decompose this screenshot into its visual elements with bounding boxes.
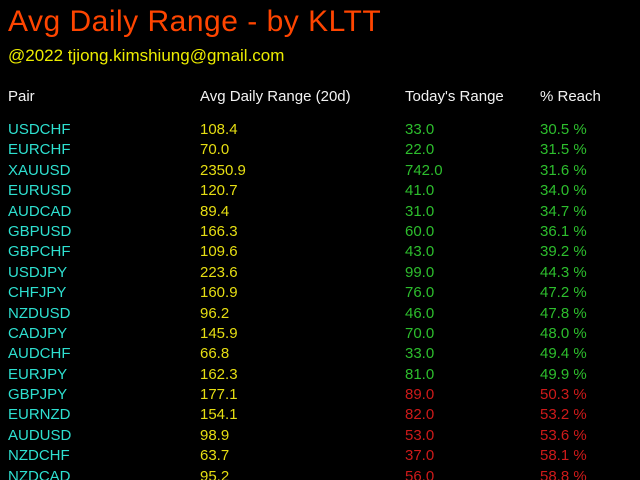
pair-cell: AUDUSD (8, 426, 72, 444)
reach-cell: 53.2 % (540, 406, 587, 424)
today-cell: 33.0 (405, 121, 435, 138)
adr-cell: 166.3 (200, 222, 238, 240)
adr-cell: 2350.9 (200, 161, 246, 179)
column-header-avg-daily-range: Avg Daily Range (20d) (200, 88, 351, 105)
adr-cell: 162.3 (200, 365, 238, 383)
today-cell: 99.0 (405, 263, 435, 281)
adr-cell: 96.2 (200, 304, 230, 322)
reach-cell: 50.3 % (540, 386, 587, 404)
reach-cell: 49.4 % (540, 345, 587, 363)
table-header-row: Pair Avg Daily Range (20d) Today's Range… (0, 88, 640, 105)
pair-cell: EURUSD (8, 182, 72, 200)
reach-cell: 58.8 % (540, 467, 587, 480)
adr-cell: 120.7 (200, 182, 238, 200)
reach-cell: 34.0 % (540, 182, 587, 200)
table-row: NZDCHF 63.7 37.0 58.1 % (0, 446, 640, 466)
table-row: GBPCHF 109.6 43.0 39.2 % (0, 242, 640, 262)
reach-cell: 49.9 % (540, 365, 587, 383)
pair-cell: AUDCAD (8, 202, 72, 220)
reach-cell: 31.5 % (540, 141, 587, 159)
table-row: USDCHF 108.4 33.0 30.5 % (0, 120, 640, 140)
table-row: USDJPY 223.6 99.0 44.3 % (0, 263, 640, 283)
today-cell: 43.0 (405, 243, 435, 261)
today-cell: 81.0 (405, 365, 435, 383)
adr-cell: 98.9 (200, 426, 230, 444)
pair-cell: EURJPY (8, 365, 68, 383)
adr-cell: 109.6 (200, 243, 238, 261)
adr-cell: 70.0 (200, 141, 230, 159)
adr-cell: 145.9 (200, 324, 238, 342)
today-cell: 31.0 (405, 202, 435, 220)
table-row: EURUSD 120.7 41.0 34.0 % (0, 181, 640, 201)
table-row: EURCHF 70.0 22.0 31.5 % (0, 140, 640, 160)
table-row: CHFJPY 160.9 76.0 47.2 % (0, 283, 640, 303)
pair-cell: AUDCHF (8, 345, 71, 363)
today-cell: 46.0 (405, 304, 435, 322)
table-row: AUDCHF 66.8 33.0 49.4 % (0, 344, 640, 364)
table-row: GBPUSD 166.3 60.0 36.1 % (0, 222, 640, 242)
today-cell: 22.0 (405, 141, 435, 159)
today-cell: 70.0 (405, 324, 435, 342)
pair-cell: EURNZD (8, 406, 71, 424)
pair-cell: NZDCAD (8, 467, 71, 480)
table-body: USDCHF 108.4 33.0 30.5 % EURCHF 70.0 22.0 31.5 … (0, 120, 640, 480)
adr-cell: 160.9 (200, 284, 238, 302)
adr-cell: 223.6 (200, 263, 238, 281)
reach-cell: 48.0 % (540, 324, 587, 342)
today-cell: 89.0 (405, 386, 435, 404)
today-cell: 742.0 (405, 161, 443, 179)
pair-cell: CADJPY (8, 324, 68, 342)
table-row: AUDUSD 98.9 53.0 53.6 % (0, 426, 640, 446)
pair-cell: GBPJPY (8, 386, 68, 404)
today-cell: 60.0 (405, 222, 435, 240)
page-title: Avg Daily Range - by KLTT (8, 5, 382, 38)
pair-cell: GBPCHF (8, 243, 71, 261)
column-header-todays-range: Today's Range (405, 88, 504, 105)
adr-cell: 108.4 (200, 121, 238, 138)
pair-cell: USDJPY (8, 263, 68, 281)
reach-cell: 36.1 % (540, 222, 587, 240)
reach-cell: 53.6 % (540, 426, 587, 444)
pair-cell: NZDUSD (8, 304, 71, 322)
page-subtitle: @2022 tjiong.kimshiung@gmail.com (8, 46, 285, 65)
table-row: AUDCAD 89.4 31.0 34.7 % (0, 202, 640, 222)
today-cell: 82.0 (405, 406, 435, 424)
pair-cell: CHFJPY (8, 284, 67, 302)
reach-cell: 30.5 % (540, 121, 587, 138)
table-row: EURNZD 154.1 82.0 53.2 % (0, 405, 640, 425)
today-cell: 76.0 (405, 284, 435, 302)
table-row: NZDUSD 96.2 46.0 47.8 % (0, 304, 640, 324)
table-row: GBPJPY 177.1 89.0 50.3 % (0, 385, 640, 405)
today-cell: 33.0 (405, 345, 435, 363)
pair-cell: XAUUSD (8, 161, 71, 179)
reach-cell: 58.1 % (540, 447, 587, 465)
adr-cell: 95.2 (200, 467, 230, 480)
pair-cell: GBPUSD (8, 222, 72, 240)
adr-cell: 89.4 (200, 202, 230, 220)
table-row: NZDCAD 95.2 56.0 58.8 % (0, 467, 640, 480)
pair-cell: NZDCHF (8, 447, 70, 465)
table-row: CADJPY 145.9 70.0 48.0 % (0, 324, 640, 344)
pair-cell: USDCHF (8, 121, 71, 138)
table-row: XAUUSD 2350.9 742.0 31.6 % (0, 161, 640, 181)
reach-cell: 34.7 % (540, 202, 587, 220)
reach-cell: 39.2 % (540, 243, 587, 261)
column-header-percent-reach: % Reach (540, 88, 601, 105)
pair-cell: EURCHF (8, 141, 71, 159)
adr-cell: 177.1 (200, 386, 238, 404)
adr-cell: 154.1 (200, 406, 238, 424)
reach-cell: 44.3 % (540, 263, 587, 281)
today-cell: 37.0 (405, 447, 435, 465)
today-cell: 41.0 (405, 182, 435, 200)
today-cell: 56.0 (405, 467, 435, 480)
adr-cell: 63.7 (200, 447, 230, 465)
column-header-pair: Pair (8, 88, 35, 105)
reach-cell: 47.8 % (540, 304, 587, 322)
adr-cell: 66.8 (200, 345, 230, 363)
table-row: EURJPY 162.3 81.0 49.9 % (0, 365, 640, 385)
reach-cell: 31.6 % (540, 161, 587, 179)
reach-cell: 47.2 % (540, 284, 587, 302)
today-cell: 53.0 (405, 426, 435, 444)
